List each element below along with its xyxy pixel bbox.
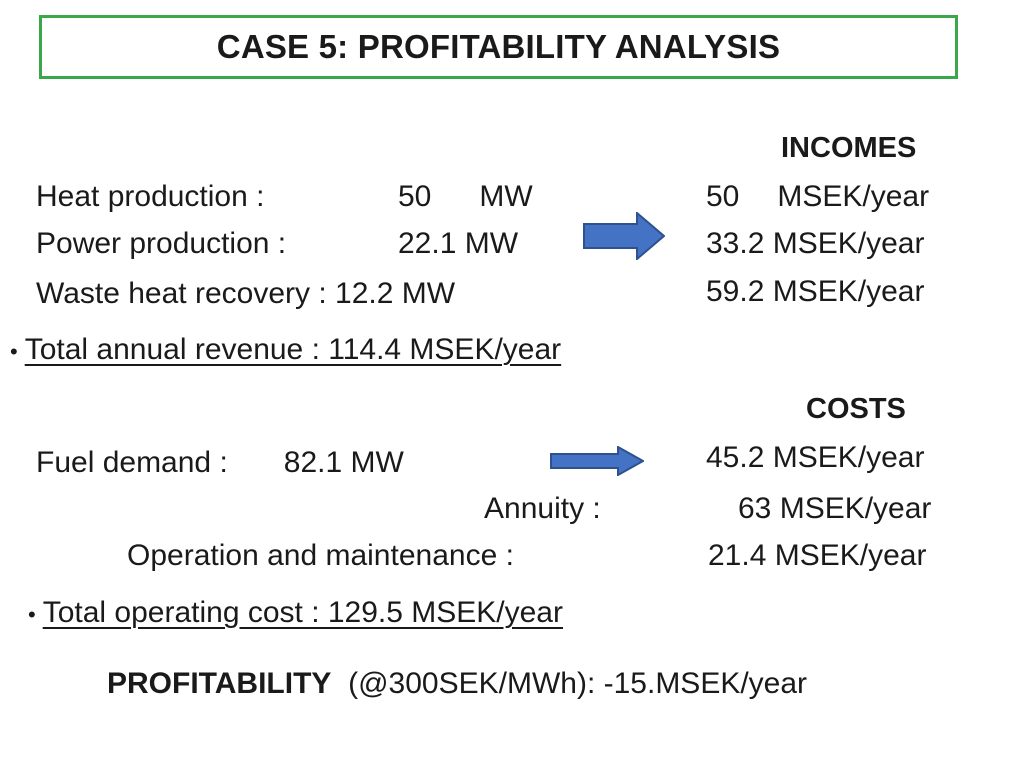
heat-production-label: Heat production :: [36, 180, 265, 213]
bullet-icon: •: [10, 339, 18, 364]
profitability-text: (@300SEK/MWh): -15.MSEK/year: [348, 667, 808, 700]
total-revenue-text: Total annual revenue : 114.4 MSEK/year: [24, 333, 562, 366]
profitability-label: PROFITABILITY: [107, 667, 332, 700]
annuity-cost: 63 MSEK/year: [738, 492, 932, 525]
waste-heat-label: Waste heat recovery : 12.2 MW: [36, 277, 456, 310]
costs-header: COSTS: [806, 393, 906, 425]
annuity-label: Annuity :: [484, 492, 601, 525]
fuel-demand-label: Fuel demand :: [36, 446, 228, 479]
waste-heat-income: 59.2 MSEK/year: [706, 275, 925, 308]
right-arrow-icon: [550, 446, 644, 476]
heat-income: 50 MSEK/year: [706, 180, 930, 213]
bullet-icon: •: [28, 602, 36, 627]
fuel-cost: 45.2 MSEK/year: [706, 441, 925, 474]
title-box: CASE 5: PROFITABILITY ANALYSIS: [39, 15, 958, 79]
total-operating-cost: • Total operating cost : 129.5 MSEK/year: [28, 596, 563, 630]
incomes-header: INCOMES: [781, 132, 917, 164]
total-revenue: • Total annual revenue : 114.4 MSEK/year: [10, 333, 561, 367]
fuel-demand-value: 82.1 MW: [283, 446, 404, 479]
om-label: Operation and maintenance :: [127, 539, 514, 572]
page-title: CASE 5: PROFITABILITY ANALYSIS: [216, 28, 781, 65]
power-production-value: 22.1 MW: [398, 227, 519, 260]
fuel-demand: Fuel demand : 82.1 MW: [36, 446, 404, 480]
heat-production-value: 50 MW: [398, 180, 533, 213]
profitability: PROFITABILITY (@300SEK/MWh): -15.MSEK/ye…: [107, 667, 807, 701]
om-cost: 21.4 MSEK/year: [708, 539, 927, 572]
right-arrow-icon: [583, 212, 665, 260]
power-production-label: Power production :: [36, 227, 287, 260]
total-operating-cost-text: Total operating cost : 129.5 MSEK/year: [42, 596, 563, 629]
power-income: 33.2 MSEK/year: [706, 227, 925, 260]
